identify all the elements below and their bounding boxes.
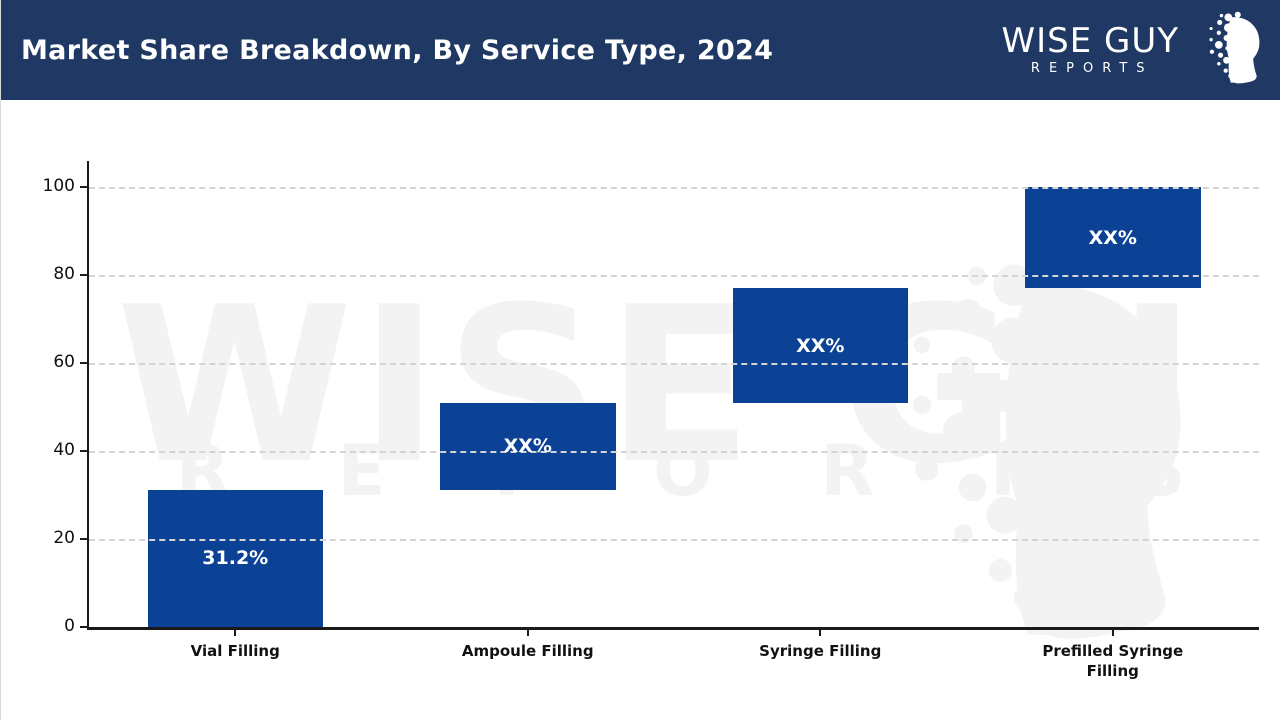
gridline-40 (89, 451, 1259, 454)
chart-area: WISE GU REPORTS 31.2% XX% XX% XX% 0 20 40 60 80… (1, 100, 1280, 720)
y-tick-mark (80, 186, 88, 189)
y-tick-label: 60 (53, 352, 75, 373)
gridline-80 (89, 275, 1259, 278)
x-axis-line (87, 627, 1259, 630)
bar-segment (1025, 187, 1201, 289)
dotted-face-profile-icon (1209, 11, 1260, 84)
y-tick-mark (80, 450, 88, 453)
x-tick-mark (526, 630, 529, 636)
x-category-label: Syringe Filling (759, 642, 882, 660)
y-tick-mark (80, 362, 88, 365)
gridline-100 (89, 187, 1259, 190)
bar-value-label: XX% (1088, 226, 1137, 249)
bar-value-label: XX% (796, 334, 845, 357)
logo-subtitle: REPORTS (1030, 61, 1154, 76)
gridline-60 (89, 363, 1259, 366)
x-category-label: Vial Filling (190, 642, 280, 660)
y-axis-line (87, 161, 89, 629)
y-tick-mark (80, 274, 88, 277)
page-title: Market Share Breakdown, By Service Type,… (21, 34, 774, 66)
wiseguy-logo: WISE GUY REPORTS (1001, 7, 1267, 93)
x-tick-mark (1111, 630, 1114, 636)
logo-wordmark: WISE GUY (1001, 21, 1179, 61)
x-category-label: Prefilled Syringe Filling (1042, 642, 1184, 681)
header: Market Share Breakdown, By Service Type,… (1, 0, 1280, 100)
bar-segment (147, 489, 323, 627)
x-category-label: Ampoule Filling (461, 642, 594, 660)
bar-segment (440, 402, 616, 490)
bar-value-label: XX% (503, 435, 552, 458)
gridline-20 (89, 539, 1259, 542)
y-tick-label: 20 (53, 528, 75, 549)
x-tick-mark (234, 630, 237, 636)
watermark-face-icon (912, 255, 1181, 639)
y-tick-label: 100 (42, 176, 75, 197)
y-tick-label: 80 (53, 264, 75, 285)
y-tick-mark (80, 538, 88, 541)
y-tick-label: 0 (64, 616, 75, 636)
x-tick-mark (819, 630, 822, 636)
plot-area: 31.2% XX% XX% XX% (89, 163, 1259, 627)
logo-text: WISE GUY REPORTS (1001, 24, 1179, 76)
bar-segment (732, 288, 908, 403)
y-tick-mark (80, 626, 88, 628)
y-tick-label: 40 (53, 440, 75, 461)
bar-value-label: 31.2% (202, 547, 269, 570)
